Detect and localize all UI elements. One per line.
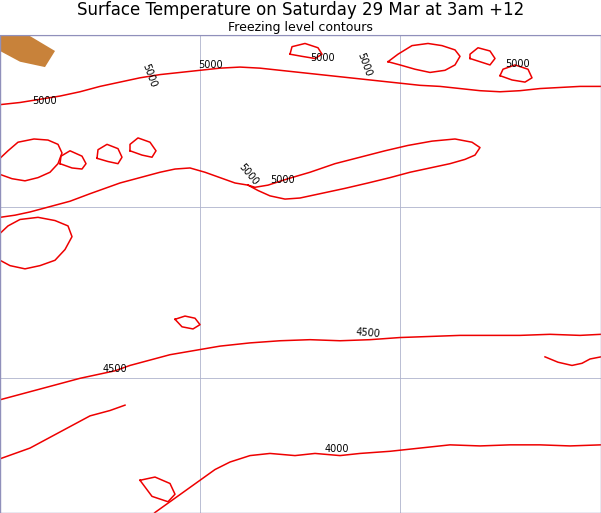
Text: 5000: 5000	[198, 60, 222, 70]
Polygon shape	[0, 35, 55, 67]
Text: 5000: 5000	[505, 59, 529, 69]
Text: 4500: 4500	[103, 364, 127, 373]
Text: 5000: 5000	[237, 162, 260, 187]
Text: 5000: 5000	[140, 63, 158, 89]
Text: Freezing level contours: Freezing level contours	[228, 21, 373, 34]
Text: 5000: 5000	[270, 175, 294, 185]
Text: 5000: 5000	[355, 52, 373, 78]
Text: 5000: 5000	[32, 96, 56, 106]
Text: 4000: 4000	[325, 444, 350, 454]
Text: Surface Temperature on Saturday 29 Mar at 3am +12: Surface Temperature on Saturday 29 Mar a…	[77, 1, 524, 19]
Text: 5000: 5000	[310, 53, 335, 64]
Text: 4500: 4500	[355, 327, 380, 339]
